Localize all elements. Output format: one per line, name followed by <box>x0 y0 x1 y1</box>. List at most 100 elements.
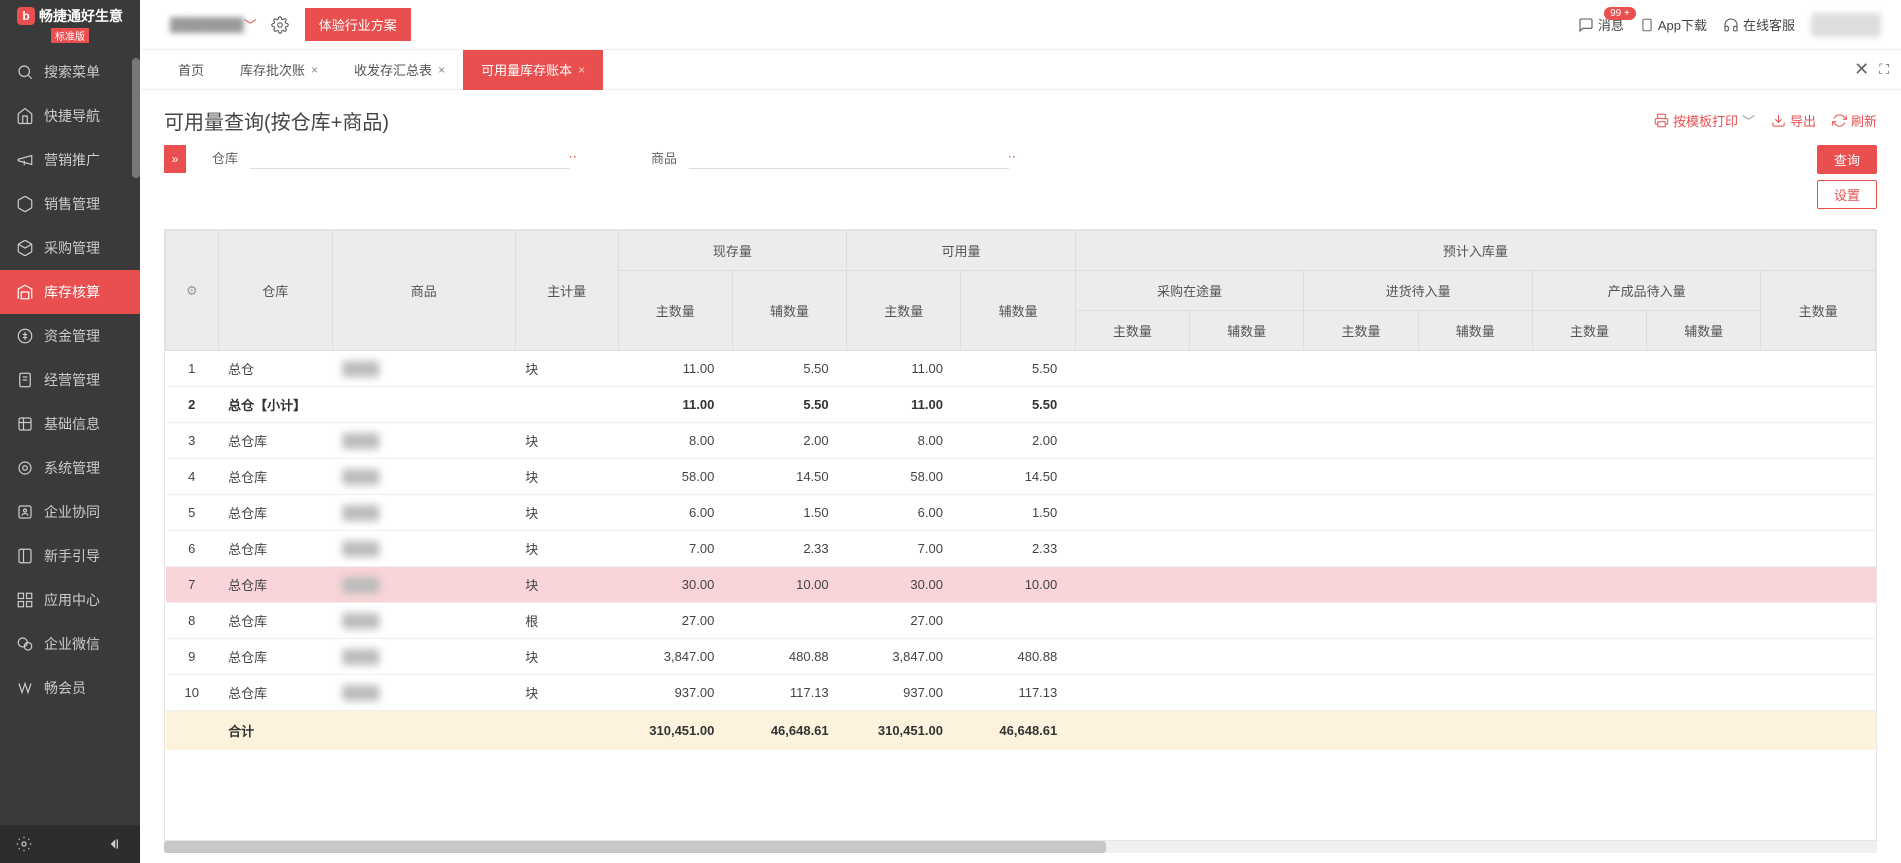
topbar: b 畅捷通好生意 标准版 ████████ ﹀ 体验行业方案 消息 99 + A… <box>0 0 1901 50</box>
sidebar-scrollbar[interactable] <box>132 58 140 178</box>
sidebar-item-gear-ring[interactable]: 系统管理 <box>0 446 140 490</box>
col-group-expected: 预计入库量 <box>1075 231 1875 271</box>
warehouse-filter-input[interactable] <box>250 145 570 169</box>
page-title: 可用量查询(按仓库+商品) <box>164 106 389 135</box>
table-row[interactable]: 10总仓库████块937.00117.13937.00117.13 <box>166 675 1876 711</box>
col-pt-main: 主数量 <box>1075 311 1189 351</box>
sidebar-item-warehouse[interactable]: 库存核算 <box>0 270 140 314</box>
collapse-filters-button[interactable]: » <box>164 145 186 173</box>
export-button[interactable]: 导出 <box>1771 111 1816 130</box>
chevron-down-icon: ﹀ <box>1742 111 1755 130</box>
tab-label: 库存批次账 <box>240 60 305 79</box>
sidebar-item-label: 畅会员 <box>44 678 86 698</box>
tab-首页[interactable]: 首页 <box>160 50 222 90</box>
team-icon <box>16 503 34 521</box>
table-row[interactable]: 1总仓████块11.005.5011.005.50 <box>166 351 1876 387</box>
box-out-icon <box>16 195 34 213</box>
query-button[interactable]: 查询 <box>1817 145 1877 174</box>
home-icon <box>16 107 34 125</box>
sidebar-item-team[interactable]: 企业协同 <box>0 490 140 534</box>
wechat-icon <box>16 635 34 653</box>
money-icon <box>16 327 34 345</box>
col-fp-main: 主数量 <box>1532 311 1646 351</box>
tab-库存批次账[interactable]: 库存批次账 × <box>222 50 336 90</box>
sidebar-item-label: 新手引导 <box>44 546 100 566</box>
table-row[interactable]: 8总仓库████根27.0027.00 <box>166 603 1876 639</box>
print-button[interactable]: 按模板打印 ﹀ <box>1654 111 1755 130</box>
sidebar-item-megaphone[interactable]: 营销推广 <box>0 138 140 182</box>
col-goods: 商品 <box>332 231 515 351</box>
col-group-purchase-transit: 采购在途量 <box>1075 271 1304 311</box>
industry-plan-button[interactable]: 体验行业方案 <box>305 8 411 41</box>
sidebar-item-box-in[interactable]: 采购管理 <box>0 226 140 270</box>
table-row[interactable]: 5总仓库████块6.001.506.001.50 <box>166 495 1876 531</box>
sidebar-item-book[interactable]: 新手引导 <box>0 534 140 578</box>
col-rp-main: 主数量 <box>1304 311 1418 351</box>
tab-收发存汇总表[interactable]: 收发存汇总表× <box>336 50 463 90</box>
sidebar-item-label: 企业协同 <box>44 502 100 522</box>
table-row[interactable]: 7总仓库████块30.0010.0030.0010.00 <box>166 567 1876 603</box>
col-stock-aux: 辅数量 <box>732 271 846 351</box>
sidebar-item-apps[interactable]: 应用中心 <box>0 578 140 622</box>
table-row[interactable]: 3总仓库████块8.002.008.002.00 <box>166 423 1876 459</box>
tab-label: 可用量库存账本 <box>481 60 572 79</box>
online-service-button[interactable]: 在线客服 <box>1723 15 1795 34</box>
message-badge: 99 + <box>1604 7 1636 20</box>
table-row[interactable]: 6总仓库████块7.002.337.002.33 <box>166 531 1876 567</box>
filter-settings-button[interactable]: 设置 <box>1817 180 1877 209</box>
clipboard-icon <box>16 371 34 389</box>
fullscreen-icon[interactable]: ⛶ <box>1879 61 1889 78</box>
app-download-button[interactable]: App下载 <box>1640 15 1707 34</box>
refresh-button[interactable]: 刷新 <box>1832 111 1877 130</box>
sidebar-item-label: 快捷导航 <box>44 106 100 126</box>
table-row[interactable]: 2总仓【小计】11.005.5011.005.50 <box>166 387 1876 423</box>
sidebar-item-search[interactable]: 搜索菜单 <box>0 50 140 94</box>
table-row[interactable]: 9总仓库████块3,847.00480.883,847.00480.88 <box>166 639 1876 675</box>
message-icon <box>1578 17 1594 33</box>
sidebar: 搜索菜单快捷导航营销推广销售管理采购管理库存核算资金管理经营管理基础信息系统管理… <box>0 50 140 863</box>
page-tabs: 首页库存批次账×收发存汇总表×可用量库存账本× ✕ ⛶ <box>140 50 1901 90</box>
close-all-tabs-icon[interactable]: ✕ <box>1854 59 1869 80</box>
user-menu[interactable] <box>1811 13 1881 37</box>
column-settings-button[interactable]: ⚙ <box>166 231 219 351</box>
messages-button[interactable]: 消息 99 + <box>1578 15 1624 34</box>
goods-filter-input[interactable] <box>689 145 1009 169</box>
sidebar-item-vip[interactable]: 畅会员 <box>0 666 140 710</box>
database-icon <box>16 415 34 433</box>
table-row[interactable]: 4总仓库████块58.0014.5058.0014.50 <box>166 459 1876 495</box>
sidebar-item-database[interactable]: 基础信息 <box>0 402 140 446</box>
chevron-down-icon[interactable]: ﹀ <box>244 15 257 34</box>
sidebar-item-box-out[interactable]: 销售管理 <box>0 182 140 226</box>
gear-ring-icon <box>16 459 34 477</box>
close-icon[interactable]: × <box>311 63 318 77</box>
sidebar-item-label: 基础信息 <box>44 414 100 434</box>
collapse-sidebar-icon[interactable] <box>108 836 124 852</box>
logo[interactable]: b 畅捷通好生意 标准版 <box>0 0 140 50</box>
vip-icon <box>16 679 34 697</box>
sidebar-item-label: 采购管理 <box>44 238 100 258</box>
col-extra-main: 主数量 <box>1761 271 1876 351</box>
warehouse-filter-label: 仓库 <box>198 148 238 167</box>
search-icon <box>16 63 34 81</box>
col-stock-main: 主数量 <box>618 271 732 351</box>
close-icon[interactable]: × <box>578 63 585 77</box>
sidebar-item-clipboard[interactable]: 经营管理 <box>0 358 140 402</box>
tenant-selector[interactable]: ████████ <box>170 17 244 32</box>
tab-可用量库存账本[interactable]: 可用量库存账本 × <box>463 50 603 90</box>
avatar <box>1811 13 1881 37</box>
close-icon[interactable]: × <box>438 63 445 77</box>
col-group-avail: 可用量 <box>847 231 1076 271</box>
sidebar-item-money[interactable]: 资金管理 <box>0 314 140 358</box>
settings-button[interactable] <box>267 12 293 38</box>
refresh-icon <box>1832 113 1847 128</box>
sidebar-item-wechat[interactable]: 企业微信 <box>0 622 140 666</box>
warehouse-icon <box>16 283 34 301</box>
data-table[interactable]: ⚙ 仓库 商品 主计量 现存量 可用量 预计入库量 主数量 辅数量 主数量 <box>164 229 1877 841</box>
settings-icon[interactable] <box>16 836 32 852</box>
sidebar-item-home[interactable]: 快捷导航 <box>0 94 140 138</box>
col-group-finished-pending: 产成品待入量 <box>1532 271 1761 311</box>
col-group-stock: 现存量 <box>618 231 847 271</box>
horizontal-scrollbar[interactable] <box>164 841 1877 853</box>
sidebar-item-label: 搜索菜单 <box>44 62 100 82</box>
tab-label: 首页 <box>178 60 204 79</box>
